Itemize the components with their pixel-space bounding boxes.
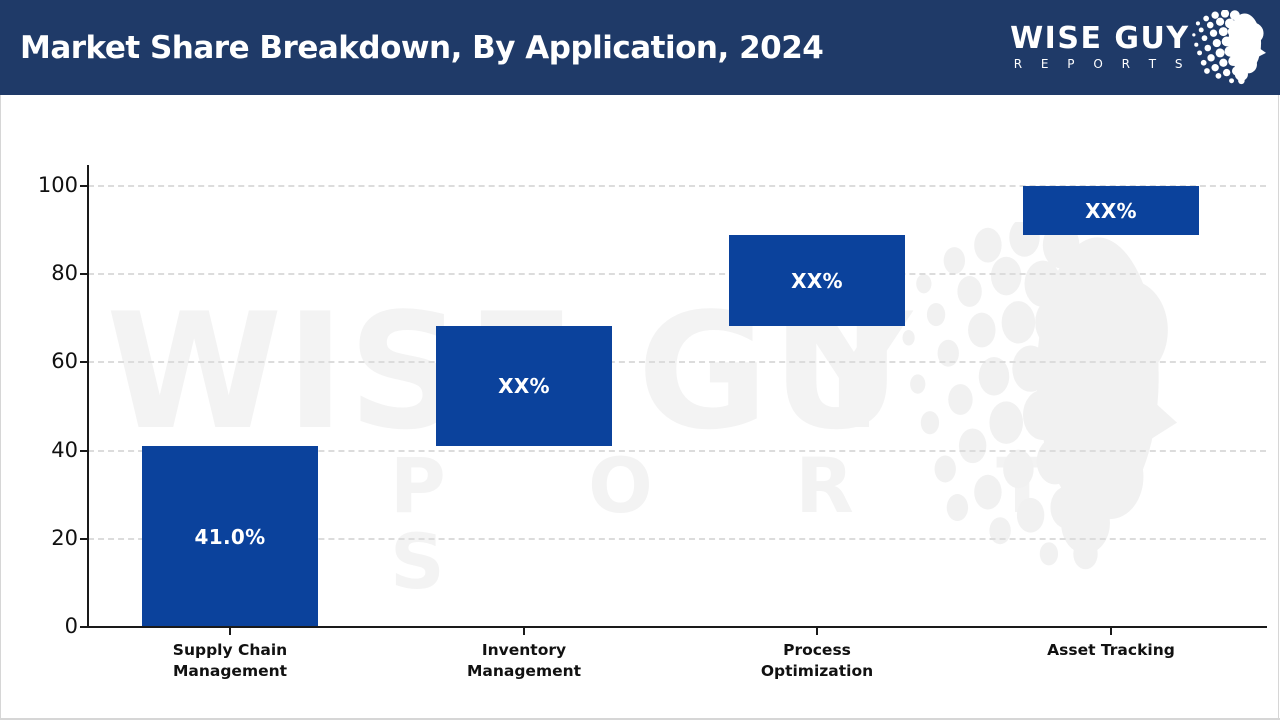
x-category-label: Inventory Management: [404, 640, 644, 682]
y-tickmark: [80, 273, 87, 276]
frame-edge-left: [0, 95, 1, 720]
x-tickmark: [816, 628, 818, 635]
x-tickmark: [229, 628, 231, 635]
bar-value-label: XX%: [791, 268, 843, 293]
x-category-line: Asset Tracking: [1047, 641, 1175, 659]
x-category-line: Inventory: [481, 641, 567, 659]
logo-text: WISE GUY R E P O R T S: [1010, 21, 1190, 72]
y-tickmark: [80, 449, 87, 452]
y-axis-line: [87, 165, 89, 628]
gridline: [88, 449, 1266, 452]
y-tickmark: [80, 537, 87, 540]
x-category-label: Asset Tracking: [991, 640, 1231, 661]
x-category-line: Management: [172, 662, 288, 680]
bar-inventory-management: XX%: [436, 325, 612, 447]
frame-edge-right: [1278, 95, 1279, 720]
x-category-line: Management: [466, 662, 582, 680]
gridline: [88, 361, 1266, 364]
y-tickmark: [80, 185, 87, 187]
y-tick-label: 40: [51, 437, 78, 462]
x-category-label: Supply Chain Management: [110, 640, 350, 682]
bar-value-label: 41.0%: [194, 524, 266, 549]
y-tick-label: 80: [51, 261, 78, 286]
bar-asset-tracking: XX%: [1023, 186, 1199, 236]
logo-subtext: R E P O R T S: [1013, 57, 1190, 71]
logo-wordmark: WISE GUY: [1010, 21, 1190, 56]
gridline: [88, 537, 1266, 540]
watermark-head-icon: [902, 222, 1177, 570]
gridline: [88, 273, 1266, 276]
x-category-line: Optimization: [760, 662, 874, 680]
y-tick-label: 20: [51, 525, 78, 550]
wiseguy-logo: WISE GUY R E P O R T S: [1010, 9, 1266, 86]
y-tick-label: 100: [37, 173, 78, 197]
page-title: Market Share Breakdown, By Application, …: [20, 29, 824, 66]
y-tickmark: [80, 361, 87, 364]
x-category-line: Process: [783, 641, 851, 659]
x-category-label: Process Optimization: [697, 640, 937, 682]
gridline: [88, 185, 1266, 187]
bar-supply-chain-management: 41.0%: [142, 446, 318, 627]
bar-value-label: XX%: [1085, 198, 1137, 223]
header-bar: Market Share Breakdown, By Application, …: [0, 0, 1280, 95]
x-tickmark: [523, 628, 525, 635]
x-category-line: Supply Chain: [172, 641, 288, 659]
frame-edge-bottom: [0, 718, 1280, 720]
x-axis-line: [87, 626, 1267, 628]
x-tickmark: [1110, 628, 1112, 635]
y-tickmark: [80, 626, 87, 628]
bar-process-optimization: XX%: [729, 235, 905, 326]
logo-head-icon: [1192, 9, 1266, 84]
y-tick-label: 60: [51, 349, 78, 374]
bar-value-label: XX%: [498, 373, 550, 398]
y-tick-label: 0: [64, 614, 78, 638]
